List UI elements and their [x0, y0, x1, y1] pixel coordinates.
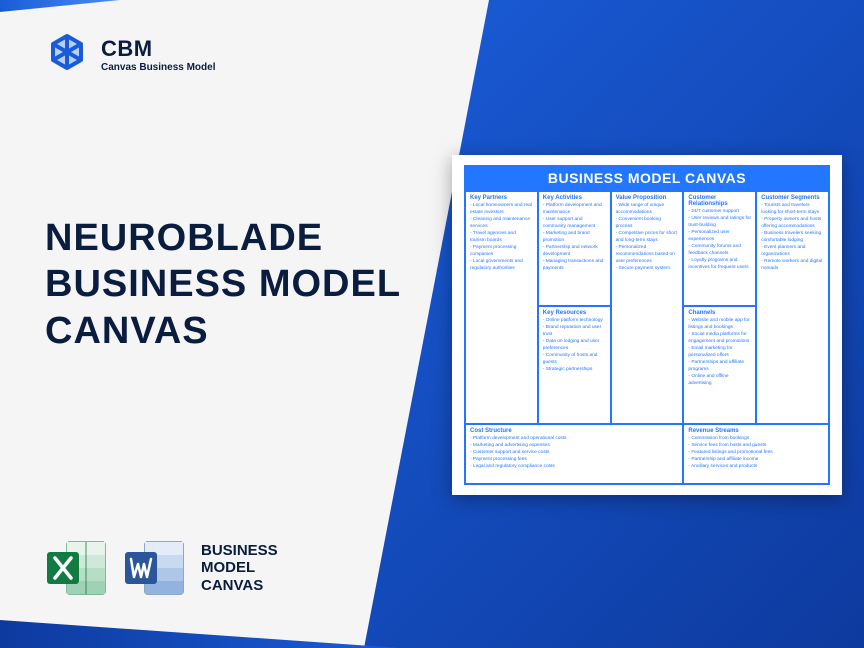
- cell-key-resources: Key Resources - Online platform technolo…: [538, 306, 611, 424]
- canvas-preview-card: BUSINESS MODEL CANVAS Key Partners - Loc…: [452, 155, 842, 495]
- label-value-proposition: Value Proposition: [616, 195, 679, 201]
- cell-channels: Channels - Website and mobile app for li…: [683, 306, 756, 424]
- list-value-proposition: - Wide range of unique accommodations - …: [616, 203, 679, 273]
- list-cost-structure: - Platform development and operational c…: [470, 436, 678, 471]
- label-customer-relationships: Customer Relationships: [688, 195, 751, 207]
- logo-area: CBM Canvas Business Model: [45, 32, 215, 76]
- list-key-resources: - Online platform technology - Brand rep…: [543, 318, 606, 374]
- label-revenue-streams: Revenue Streams: [688, 428, 824, 434]
- logo-text: CBM Canvas Business Model: [101, 36, 215, 73]
- list-revenue-streams: - Commission from bookings - Service fee…: [688, 436, 824, 471]
- label-channels: Channels: [688, 310, 751, 316]
- format-icons: BUSINESS MODEL CANVAS: [45, 538, 278, 598]
- top-accent-triangle: [0, 0, 120, 12]
- label-cost-structure: Cost Structure: [470, 428, 678, 434]
- cbm-logo-icon: [45, 32, 89, 76]
- main-title: NEUROBLADE BUSINESS MODEL CANVAS: [45, 215, 401, 354]
- excel-icon: [45, 538, 109, 598]
- list-customer-segments: - Tourists and travelers looking for sho…: [761, 203, 824, 273]
- list-customer-relationships: - 24/7 customer support - User reviews a…: [688, 209, 751, 272]
- cell-customer-segments: Customer Segments - Tourists and travele…: [756, 191, 829, 424]
- label-key-activities: Key Activities: [543, 195, 606, 201]
- cell-value-proposition: Value Proposition - Wide range of unique…: [611, 191, 684, 424]
- logo-title: CBM: [101, 36, 215, 62]
- cell-revenue-streams: Revenue Streams - Commission from bookin…: [683, 424, 829, 484]
- canvas-title: BUSINESS MODEL CANVAS: [464, 165, 830, 191]
- label-key-resources: Key Resources: [543, 310, 606, 316]
- format-label: BUSINESS MODEL CANVAS: [201, 542, 278, 594]
- word-icon: [123, 538, 187, 598]
- cell-key-partners: Key Partners - Local homeowners and real…: [465, 191, 538, 424]
- bottom-accent-triangle: [0, 620, 400, 648]
- canvas-grid: Key Partners - Local homeowners and real…: [464, 191, 830, 485]
- list-channels: - Website and mobile app for listings an…: [688, 318, 751, 388]
- cell-key-activities: Key Activities - Platform development an…: [538, 191, 611, 306]
- cell-customer-relationships: Customer Relationships - 24/7 customer s…: [683, 191, 756, 306]
- cell-cost-structure: Cost Structure - Platform development an…: [465, 424, 683, 484]
- label-customer-segments: Customer Segments: [761, 195, 824, 201]
- list-key-activities: - Platform development and maintenance -…: [543, 203, 606, 273]
- list-key-partners: - Local homeowners and real estate inves…: [470, 203, 533, 273]
- logo-subtitle: Canvas Business Model: [101, 62, 215, 73]
- label-key-partners: Key Partners: [470, 195, 533, 201]
